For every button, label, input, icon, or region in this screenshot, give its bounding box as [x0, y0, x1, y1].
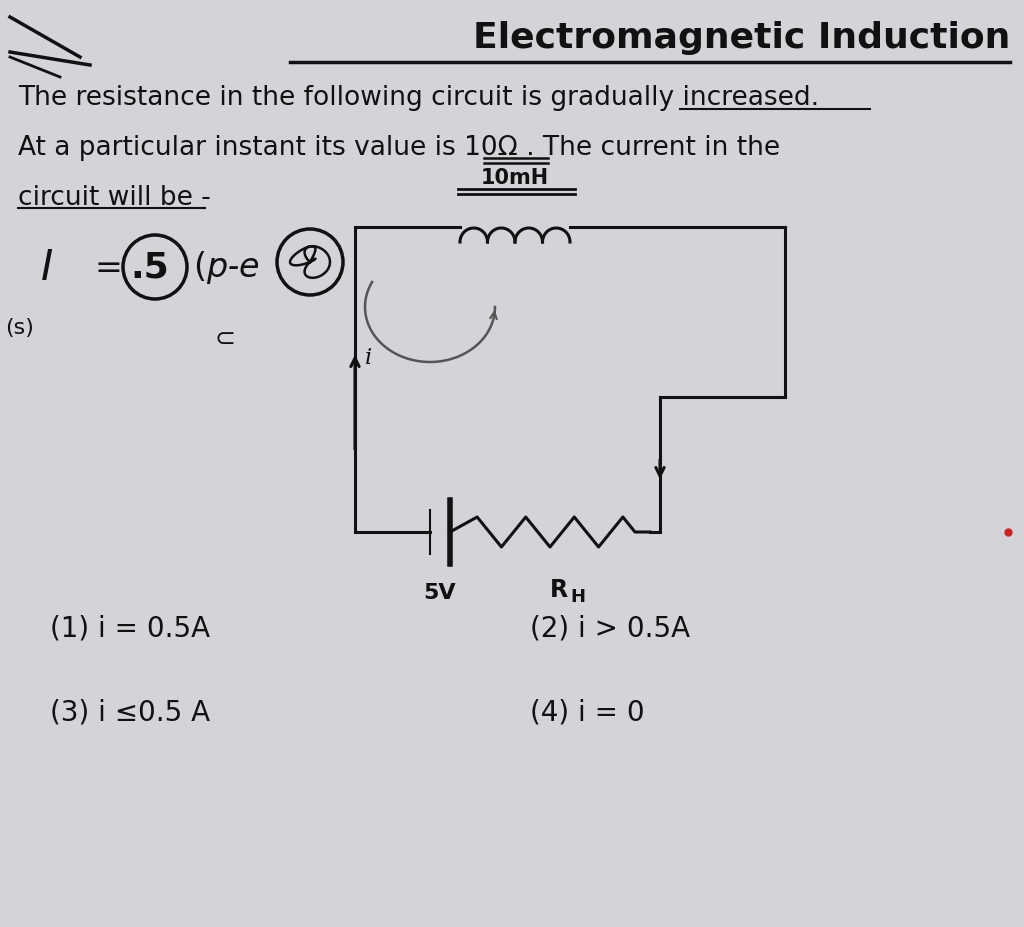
- Text: (1) i = 0.5A: (1) i = 0.5A: [50, 614, 210, 641]
- Text: .5: .5: [130, 250, 169, 285]
- Text: 10mH: 10mH: [481, 168, 549, 188]
- Text: 5V: 5V: [424, 582, 457, 603]
- Text: i: i: [365, 347, 372, 369]
- Text: R: R: [550, 578, 568, 602]
- Text: The resistance in the following circuit is gradually increased.: The resistance in the following circuit …: [18, 85, 819, 111]
- Text: At a particular instant its value is 10Ω . The current in the: At a particular instant its value is 10Ω…: [18, 134, 780, 160]
- Text: $I$: $I$: [40, 247, 53, 288]
- Text: $\subset$: $\subset$: [210, 326, 236, 349]
- Text: (4) i = 0: (4) i = 0: [530, 698, 645, 726]
- Text: $(p$-$e$: $(p$-$e$: [193, 249, 259, 286]
- Text: (2) i > 0.5A: (2) i > 0.5A: [530, 614, 690, 641]
- Text: Electromagnetic Induction: Electromagnetic Induction: [473, 21, 1010, 55]
- Text: =: =: [95, 251, 123, 285]
- Text: H: H: [570, 588, 585, 605]
- Text: circuit will be -: circuit will be -: [18, 184, 211, 210]
- Text: (3) i ≤0.5 A: (3) i ≤0.5 A: [50, 698, 210, 726]
- Text: (s): (s): [5, 318, 34, 337]
